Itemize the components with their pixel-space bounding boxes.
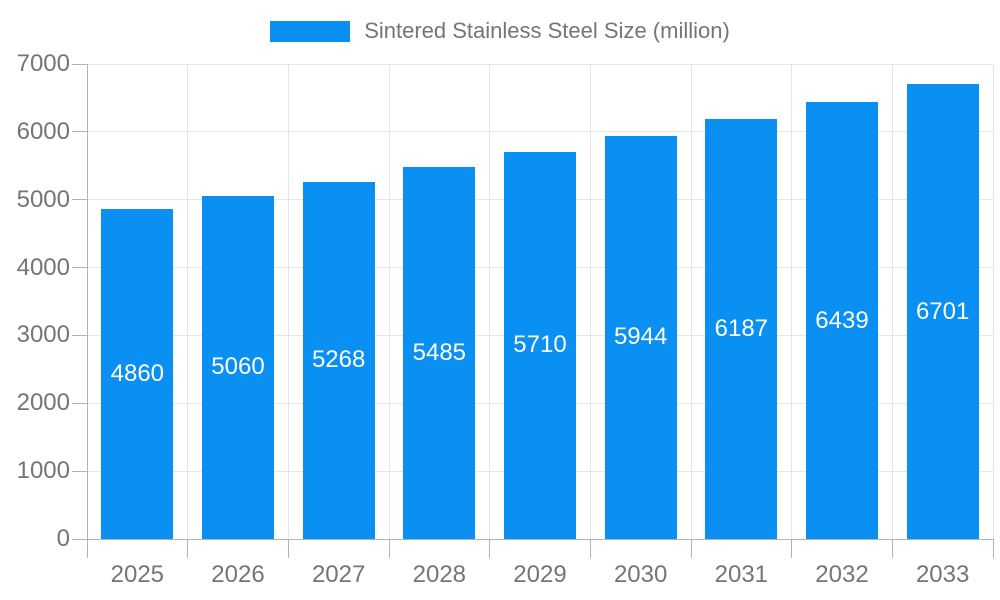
x-axis-tick [690, 539, 692, 558]
legend-swatch [270, 20, 351, 42]
y-axis-tick [72, 267, 87, 269]
y-axis-label: 1000 [16, 457, 70, 485]
bar-2031[interactable] [705, 119, 778, 539]
bar-value-label: 6439 [815, 306, 869, 334]
y-axis-label: 4000 [16, 253, 70, 281]
y-axis-line [86, 64, 88, 558]
gridline-vertical [891, 64, 893, 539]
bar-value-label: 5944 [613, 323, 668, 351]
x-axis-tick [489, 539, 491, 558]
y-axis-tick [72, 538, 87, 540]
gridline-horizontal [87, 63, 993, 65]
gridline-vertical [489, 64, 491, 539]
x-axis-label: 2025 [110, 561, 165, 588]
y-axis-tick [72, 63, 87, 65]
x-axis-label: 2026 [211, 561, 265, 588]
x-axis-label: 2031 [714, 561, 769, 588]
y-axis-label: 2000 [16, 389, 70, 417]
x-axis-label: 2027 [311, 561, 366, 588]
legend-label: Sintered Stainless Steel Size (million) [364, 18, 730, 43]
bar-value-label: 6701 [915, 297, 970, 325]
x-axis-label: 2032 [815, 561, 869, 588]
x-axis-tick [388, 539, 390, 558]
gridline-vertical [690, 64, 692, 539]
y-axis-tick [72, 334, 87, 336]
y-axis-label: 0 [56, 525, 70, 552]
bar-value-label: 4860 [110, 360, 165, 388]
bar-value-label: 5268 [311, 346, 366, 374]
gridline-vertical [187, 64, 189, 539]
x-axis-tick [992, 539, 994, 558]
gridline-vertical [589, 64, 591, 539]
gridline-vertical [388, 64, 390, 539]
bar-value-label: 6187 [714, 315, 769, 343]
bar-value-label: 5710 [513, 331, 567, 359]
y-axis-label: 3000 [16, 321, 70, 349]
x-axis-tick [287, 539, 289, 558]
y-axis-tick [72, 470, 87, 472]
bar-2027[interactable] [302, 181, 375, 539]
y-axis-label: 7000 [16, 50, 70, 77]
x-axis-tick [791, 539, 793, 558]
gridline-horizontal [87, 131, 993, 133]
bar-value-label: 5060 [211, 353, 265, 381]
x-axis-line [87, 538, 993, 540]
gridline-vertical [992, 64, 994, 539]
gridline-vertical [791, 64, 793, 539]
x-axis-label: 2029 [513, 561, 567, 588]
bar-2028[interactable] [403, 166, 476, 539]
bar-2032[interactable] [806, 102, 878, 539]
x-axis-label: 2033 [915, 561, 970, 588]
y-axis-tick [72, 199, 87, 201]
bar-2026[interactable] [202, 195, 274, 539]
bar-2025[interactable] [101, 209, 174, 539]
bar-2033[interactable] [906, 84, 979, 539]
bar-value-label: 5485 [412, 338, 467, 366]
gridline-vertical [287, 64, 289, 539]
legend-item[interactable]: Sintered Stainless Steel Size (million) [0, 18, 1000, 44]
y-axis-label: 5000 [16, 185, 70, 213]
bar-2029[interactable] [504, 151, 576, 539]
x-axis-label: 2030 [613, 561, 668, 588]
y-axis-label: 6000 [16, 117, 70, 145]
y-axis-tick [72, 131, 87, 133]
y-axis-tick [72, 402, 87, 404]
x-axis-label: 2028 [412, 561, 467, 588]
x-axis-tick [891, 539, 893, 558]
bar-2030[interactable] [604, 135, 677, 539]
x-axis-tick [187, 539, 189, 558]
x-axis-tick [589, 539, 591, 558]
